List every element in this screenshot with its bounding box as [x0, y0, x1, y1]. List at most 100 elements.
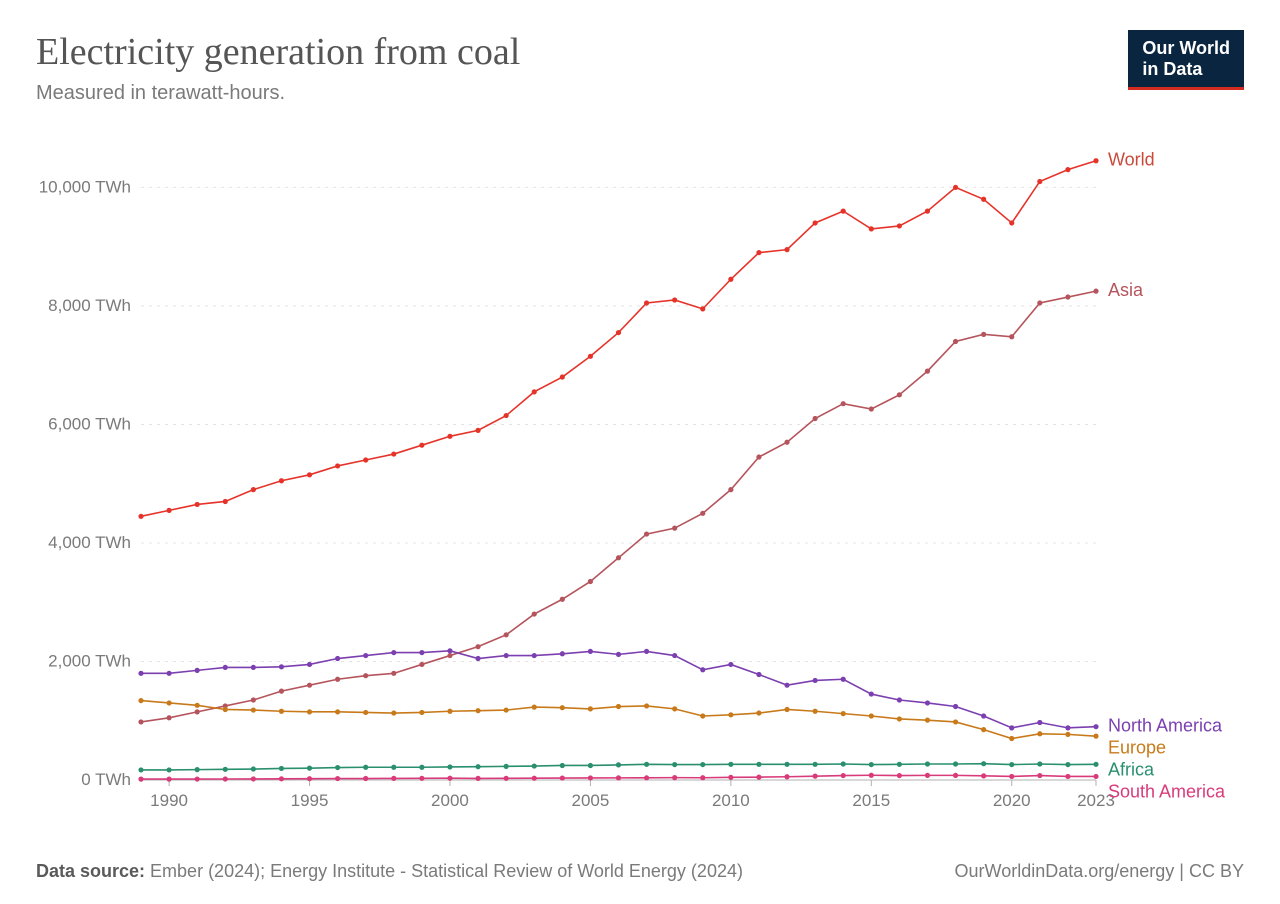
series-point [223, 499, 228, 504]
series-point [925, 761, 930, 766]
series-point [700, 511, 705, 516]
series-point [869, 762, 874, 767]
series-point [897, 392, 902, 397]
series-point [307, 766, 312, 771]
series-point [251, 766, 256, 771]
series-point [251, 665, 256, 670]
series-point [1065, 725, 1070, 730]
series-point [419, 710, 424, 715]
series-point [335, 776, 340, 781]
series-point [644, 762, 649, 767]
series-point [475, 764, 480, 769]
series-point [504, 413, 509, 418]
series-point [756, 762, 761, 767]
series-point [363, 710, 368, 715]
series-point [756, 710, 761, 715]
series-point [223, 776, 228, 781]
series-point [560, 775, 565, 780]
series-point [1065, 774, 1070, 779]
chart-subtitle: Measured in terawatt-hours. [36, 82, 520, 105]
series-point [1093, 724, 1098, 729]
series-point [1065, 762, 1070, 767]
series-point [1065, 167, 1070, 172]
series-point [672, 526, 677, 531]
series-point [223, 767, 228, 772]
series-line [141, 651, 1096, 728]
series-point [1093, 774, 1098, 779]
series-point [307, 472, 312, 477]
series-point [981, 197, 986, 202]
series-point [700, 306, 705, 311]
series-point [166, 777, 171, 782]
series-point [419, 443, 424, 448]
series-point [616, 704, 621, 709]
series-point [588, 354, 593, 359]
series-point [728, 662, 733, 667]
series-label: Asia [1108, 280, 1144, 300]
series-point [419, 776, 424, 781]
series-point [279, 478, 284, 483]
series-point [784, 707, 789, 712]
series-point [644, 703, 649, 708]
series-point [784, 440, 789, 445]
series-point [897, 223, 902, 228]
series-point [897, 716, 902, 721]
line-chart: 0 TWh2,000 TWh4,000 TWh6,000 TWh8,000 TW… [36, 120, 1244, 834]
series-point [532, 776, 537, 781]
series-label: North America [1108, 716, 1223, 736]
series-point [672, 653, 677, 658]
svg-text:2,000 TWh: 2,000 TWh [48, 651, 131, 670]
series-point [728, 277, 733, 282]
series-point [784, 683, 789, 688]
svg-text:2005: 2005 [571, 791, 609, 810]
series-point [644, 531, 649, 536]
svg-text:2010: 2010 [712, 791, 750, 810]
svg-text:2000: 2000 [431, 791, 469, 810]
series-point [869, 773, 874, 778]
series-point [532, 653, 537, 658]
series-point [138, 777, 143, 782]
series-point [195, 502, 200, 507]
series-point [813, 416, 818, 421]
series-point [363, 765, 368, 770]
series-point [419, 650, 424, 655]
series-point [335, 463, 340, 468]
series-point [813, 220, 818, 225]
series-point [195, 767, 200, 772]
series-point [391, 451, 396, 456]
series-point [841, 761, 846, 766]
series-point [279, 709, 284, 714]
series-point [532, 611, 537, 616]
series-point [1065, 732, 1070, 737]
svg-text:0 TWh: 0 TWh [81, 770, 131, 789]
series-point [335, 709, 340, 714]
series-point [475, 428, 480, 433]
series-point [195, 709, 200, 714]
series-point [251, 707, 256, 712]
series-point [447, 653, 452, 658]
series-point [166, 508, 171, 513]
series-point [1037, 179, 1042, 184]
series-point [504, 632, 509, 637]
series-point [616, 775, 621, 780]
series-point [981, 727, 986, 732]
series-point [475, 644, 480, 649]
series-point [166, 671, 171, 676]
series-point [279, 776, 284, 781]
series-point [925, 209, 930, 214]
series-point [532, 389, 537, 394]
svg-text:2015: 2015 [852, 791, 890, 810]
series-point [138, 767, 143, 772]
series-point [953, 185, 958, 190]
series-point [307, 709, 312, 714]
series-point [953, 761, 958, 766]
series-point [981, 713, 986, 718]
series-point [841, 773, 846, 778]
series-point [1037, 300, 1042, 305]
series-point [1093, 158, 1098, 163]
series-point [588, 775, 593, 780]
series-point [335, 656, 340, 661]
series-point [588, 763, 593, 768]
series-point [728, 775, 733, 780]
series-line [141, 291, 1096, 722]
